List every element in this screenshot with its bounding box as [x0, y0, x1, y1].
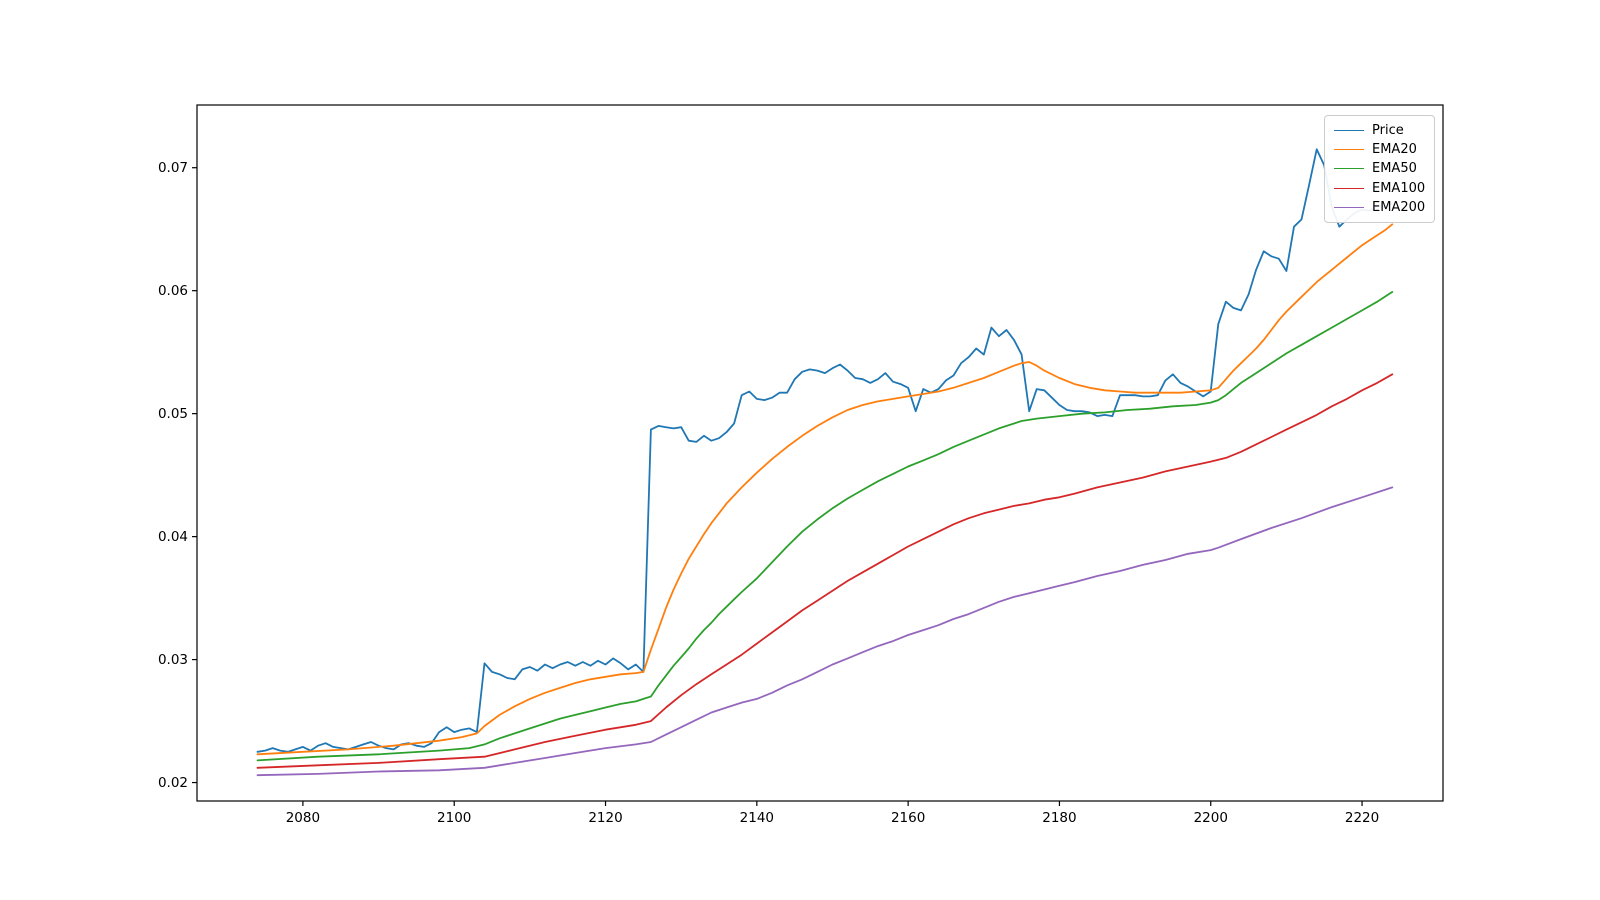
legend-line-sample-ema50	[1334, 168, 1364, 170]
x-tick-label: 2220	[1345, 810, 1379, 826]
x-tick-label: 2080	[286, 810, 320, 826]
y-tick-label: 0.02	[158, 775, 188, 791]
legend-label: EMA20	[1372, 142, 1417, 158]
legend-label: EMA200	[1372, 199, 1426, 215]
y-tick-label: 0.06	[158, 283, 188, 299]
series-line-ema20	[256, 223, 1394, 756]
x-axis-ticks: 2080 2100 2120 2140 2160 2180 2200 2220	[286, 801, 1379, 826]
legend-line-sample-ema200	[1334, 206, 1364, 208]
legend-entry-price: Price	[1334, 121, 1426, 140]
series-lines	[256, 148, 1394, 777]
series-line-price	[256, 148, 1394, 753]
y-tick-label: 0.07	[158, 160, 188, 176]
legend-line-sample-price	[1334, 130, 1364, 132]
x-tick-label: 2100	[437, 810, 471, 826]
y-tick-label: 0.05	[158, 406, 188, 422]
x-tick-label: 2200	[1194, 810, 1228, 826]
legend-entry-ema200: EMA200	[1334, 198, 1426, 217]
y-tick-label: 0.04	[158, 529, 188, 545]
y-axis-ticks: 0.02 0.03 0.04 0.05 0.06 0.07	[158, 160, 197, 791]
legend-entry-ema50: EMA50	[1334, 159, 1426, 178]
legend-label: Price	[1372, 123, 1404, 139]
legend-entry-ema100: EMA100	[1334, 179, 1426, 198]
y-tick-label: 0.03	[158, 652, 188, 668]
legend-line-sample-ema20	[1334, 149, 1364, 151]
legend-label: EMA100	[1372, 180, 1426, 196]
series-line-ema50	[256, 290, 1394, 762]
x-tick-label: 2120	[588, 810, 622, 826]
series-line-ema200	[256, 486, 1394, 777]
series-line-ema100	[256, 373, 1394, 769]
legend-entry-ema20: EMA20	[1334, 140, 1426, 159]
plot-area-border	[196, 104, 1444, 802]
legend: Price EMA20 EMA50 EMA100 EMA200	[1324, 115, 1435, 223]
legend-line-sample-ema100	[1334, 187, 1364, 189]
x-tick-label: 2160	[891, 810, 925, 826]
x-tick-label: 2180	[1042, 810, 1076, 826]
x-tick-label: 2140	[740, 810, 774, 826]
legend-label: EMA50	[1372, 161, 1417, 177]
